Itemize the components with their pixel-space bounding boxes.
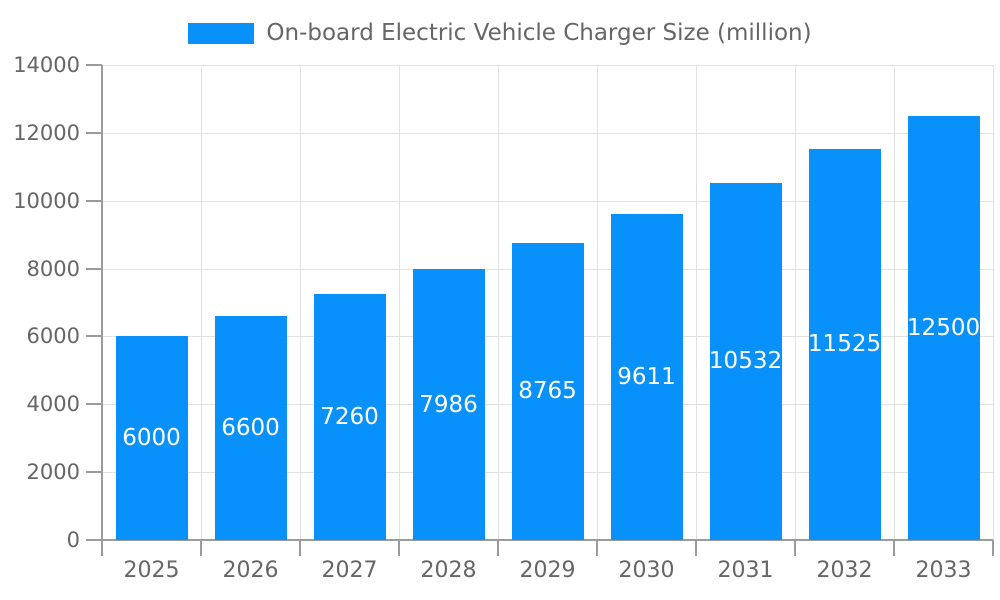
v-gridline: [795, 65, 796, 540]
x-tick: [695, 540, 697, 556]
y-axis-label: 0: [66, 528, 80, 552]
x-axis-line: [102, 539, 993, 541]
v-gridline: [201, 65, 202, 540]
x-tick: [596, 540, 598, 556]
bar[interactable]: 6600: [214, 316, 287, 540]
bar-value-label: 9611: [617, 363, 676, 390]
y-axis-label: 14000: [13, 53, 80, 77]
y-axis-label: 12000: [13, 121, 80, 145]
bar-value-label: 6000: [122, 425, 181, 452]
v-gridline: [300, 65, 301, 540]
x-axis-label: 2025: [123, 558, 180, 583]
y-tick: [86, 200, 102, 202]
x-axis-label: 2029: [519, 558, 576, 583]
bar[interactable]: 11525: [807, 148, 882, 540]
bar-value-label: 12500: [906, 314, 981, 341]
y-tick: [86, 335, 102, 337]
bar[interactable]: 6000: [115, 336, 188, 540]
bar[interactable]: 9611: [610, 213, 683, 540]
x-tick: [893, 540, 895, 556]
x-tick: [398, 540, 400, 556]
y-tick: [86, 132, 102, 134]
bar-value-label: 10532: [708, 348, 783, 375]
v-gridline: [597, 65, 598, 540]
y-tick: [86, 64, 102, 66]
h-gridline: [102, 65, 993, 66]
x-axis-label: 2030: [618, 558, 675, 583]
x-tick: [200, 540, 202, 556]
y-axis-label: 6000: [26, 324, 80, 348]
y-axis-line: [101, 65, 103, 540]
y-tick: [86, 539, 102, 541]
y-axis-label: 10000: [13, 189, 80, 213]
x-axis-label: 2028: [420, 558, 477, 583]
y-axis-label: 8000: [26, 257, 80, 281]
v-gridline: [498, 65, 499, 540]
x-tick: [299, 540, 301, 556]
h-gridline: [102, 201, 993, 202]
x-axis-label: 2031: [717, 558, 774, 583]
x-tick: [992, 540, 994, 556]
y-tick: [86, 268, 102, 270]
bar-value-label: 7260: [320, 403, 379, 430]
bar[interactable]: 12500: [906, 115, 981, 540]
y-axis-label: 2000: [26, 460, 80, 484]
bar[interactable]: 7260: [313, 293, 386, 540]
bar-value-label: 7986: [419, 391, 478, 418]
x-axis-label: 2032: [816, 558, 873, 583]
x-axis-label: 2033: [915, 558, 972, 583]
x-axis-label: 2027: [321, 558, 378, 583]
y-tick: [86, 403, 102, 405]
legend-swatch: [188, 22, 255, 44]
v-gridline: [399, 65, 400, 540]
legend-label: On-board Electric Vehicle Charger Size (…: [266, 20, 812, 46]
x-axis-label: 2026: [222, 558, 279, 583]
y-axis-label: 4000: [26, 392, 80, 416]
h-gridline: [102, 133, 993, 134]
x-tick: [101, 540, 103, 556]
bar-value-label: 11525: [807, 331, 882, 358]
v-gridline: [894, 65, 895, 540]
y-tick: [86, 471, 102, 473]
bar-value-label: 8765: [518, 378, 577, 405]
v-gridline: [696, 65, 697, 540]
x-tick: [794, 540, 796, 556]
bar-value-label: 6600: [221, 415, 280, 442]
bar[interactable]: 7986: [412, 269, 485, 540]
v-gridline: [993, 65, 994, 540]
bar[interactable]: 10532: [708, 182, 783, 540]
bar[interactable]: 8765: [511, 242, 584, 540]
chart-legend[interactable]: On-board Electric Vehicle Charger Size (…: [0, 18, 1000, 48]
x-tick: [497, 540, 499, 556]
